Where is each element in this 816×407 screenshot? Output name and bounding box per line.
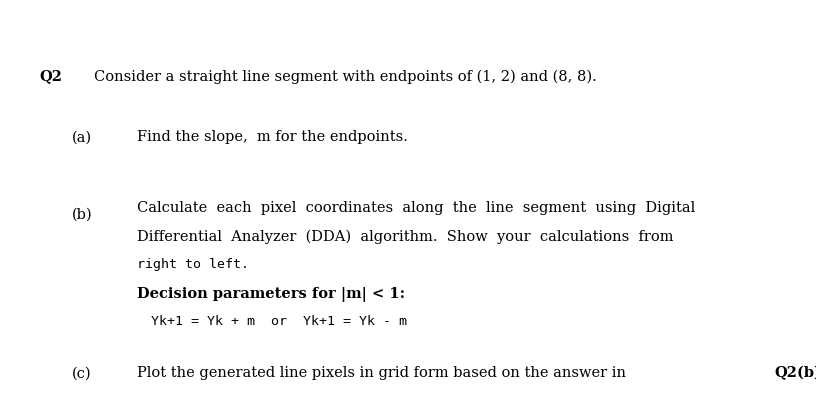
Text: (b): (b) (72, 208, 92, 221)
Text: right to left.: right to left. (137, 258, 249, 271)
Text: Calculate  each  pixel  coordinates  along  the  line  segment  using  Digital: Calculate each pixel coordinates along t… (137, 201, 695, 215)
Text: (c): (c) (72, 366, 91, 380)
Text: (a): (a) (72, 130, 92, 144)
Text: Differential  Analyzer  (DDA)  algorithm.  Show  your  calculations  from: Differential Analyzer (DDA) algorithm. S… (137, 230, 673, 244)
Text: Yk+1 = Yk + m  or  Yk+1 = Yk - m: Yk+1 = Yk + m or Yk+1 = Yk - m (151, 315, 407, 328)
Text: Consider a straight line segment with endpoints of (1, 2) and (8, 8).: Consider a straight line segment with en… (94, 69, 596, 83)
Text: Plot the generated line pixels in grid form based on the answer in: Plot the generated line pixels in grid f… (137, 366, 631, 380)
Text: Q2(b).: Q2(b). (774, 366, 816, 381)
Text: Find the slope,  m for the endpoints.: Find the slope, m for the endpoints. (137, 130, 408, 144)
Text: Decision parameters for |m| < 1:: Decision parameters for |m| < 1: (137, 287, 406, 302)
Text: Q2: Q2 (39, 69, 62, 83)
